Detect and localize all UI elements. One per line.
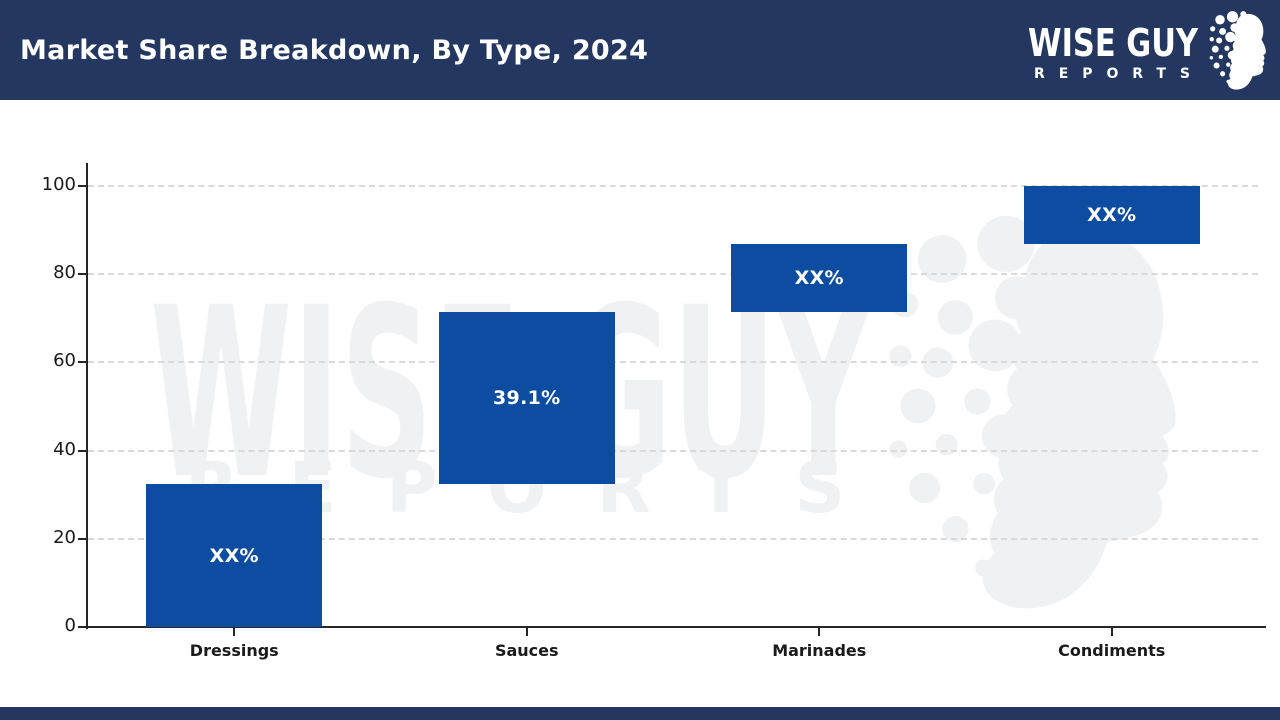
x-tick-mark bbox=[1110, 628, 1113, 636]
y-tick-mark bbox=[78, 537, 86, 540]
y-tick-mark bbox=[78, 626, 86, 628]
x-tick-label: Marinades bbox=[772, 641, 867, 660]
y-tick-label: 60 bbox=[53, 350, 76, 372]
waterfall-bar-dressings: XX% bbox=[146, 484, 323, 627]
waterfall-bar-condiments: XX% bbox=[1023, 186, 1200, 245]
gridline bbox=[88, 361, 1258, 364]
bar-value-label: 39.1% bbox=[493, 386, 561, 409]
y-tick-mark bbox=[78, 185, 86, 187]
x-axis-line bbox=[86, 626, 1266, 628]
waterfall-bar-marinades: XX% bbox=[731, 244, 908, 312]
x-tick-label: Dressings bbox=[189, 641, 279, 660]
waterfall-bar-sauces: 39.1% bbox=[438, 311, 615, 485]
y-tick-mark bbox=[78, 449, 86, 452]
gridline bbox=[88, 537, 1258, 540]
bar-value-label: XX% bbox=[794, 266, 844, 289]
bar-value-label: XX% bbox=[209, 544, 259, 567]
gridline bbox=[88, 273, 1258, 276]
y-tick-label: 0 bbox=[64, 615, 76, 636]
y-tick-label: 80 bbox=[53, 262, 76, 284]
gridline bbox=[88, 185, 1258, 187]
y-axis-line bbox=[86, 163, 88, 629]
x-tick-label: Condiments bbox=[1058, 641, 1166, 660]
bar-value-label: XX% bbox=[1087, 204, 1137, 227]
header-bar: Market Share Breakdown, By Type, 2024 WI… bbox=[0, 0, 1280, 100]
y-tick-label: 40 bbox=[53, 438, 76, 460]
gridline bbox=[88, 449, 1258, 452]
chart-area: WISE GUY REPORTS 020406080100XX%Dressing… bbox=[0, 100, 1280, 707]
x-tick-mark bbox=[525, 628, 528, 636]
x-tick-label: Sauces bbox=[494, 641, 559, 660]
y-tick-mark bbox=[78, 361, 86, 364]
footer-bar bbox=[0, 707, 1280, 720]
chart-title: Market Share Breakdown, By Type, 2024 bbox=[20, 34, 649, 66]
wiseguy-logo-text: WISE GUY REPORTS bbox=[1028, 21, 1198, 82]
wiseguy-logo: WISE GUY REPORTS bbox=[1026, 9, 1270, 91]
logo-brand-top: WISE GUY bbox=[1028, 21, 1198, 65]
y-tick-label: 100 bbox=[41, 174, 76, 195]
x-tick-mark bbox=[818, 628, 821, 636]
x-tick-mark bbox=[233, 628, 236, 636]
y-tick-mark bbox=[78, 273, 86, 276]
y-tick-label: 20 bbox=[53, 526, 76, 548]
